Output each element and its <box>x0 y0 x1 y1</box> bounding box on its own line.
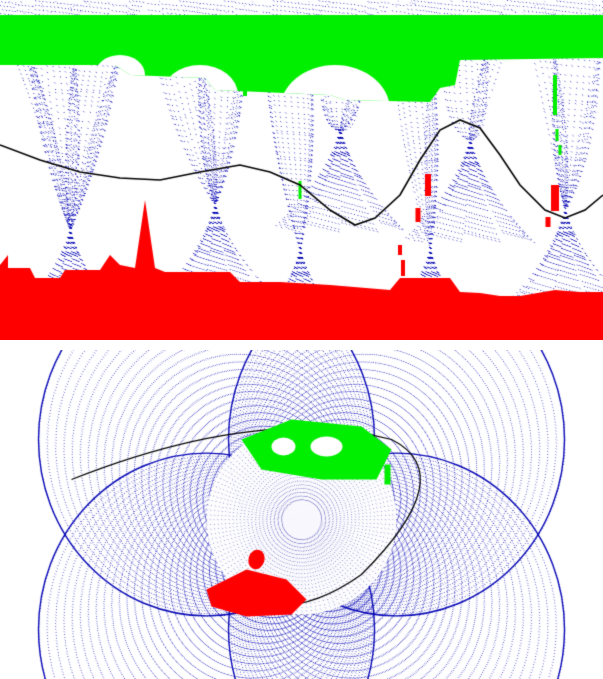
figure-container <box>0 0 603 679</box>
source-surface-3d-canvas <box>0 350 603 679</box>
flattened-field-map-canvas <box>0 0 603 340</box>
flattened-field-map-panel <box>0 0 603 340</box>
source-surface-3d-panel <box>0 350 603 679</box>
